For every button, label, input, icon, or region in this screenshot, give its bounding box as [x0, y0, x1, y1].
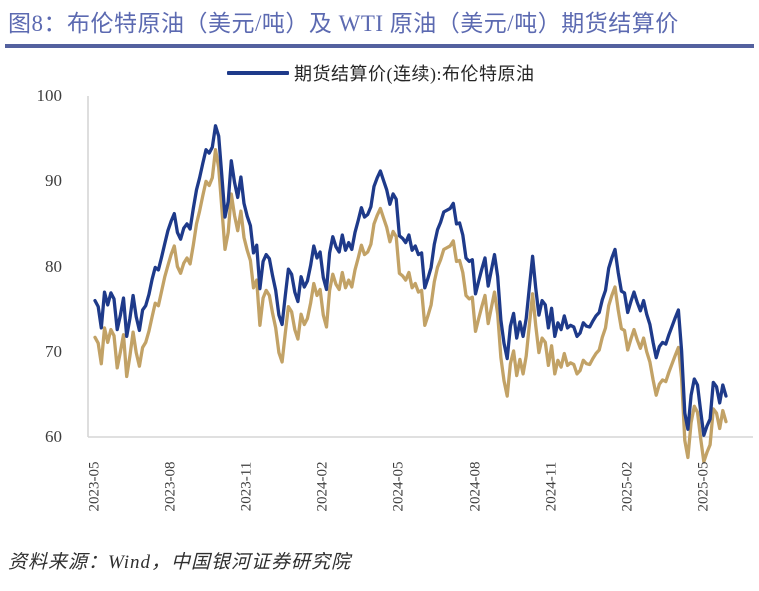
- y-axis-tick-label: 80: [45, 256, 62, 276]
- x-axis-tick-label: 2023-05: [86, 461, 103, 512]
- title-divider: [5, 44, 754, 48]
- y-axis-tick-label: 100: [36, 86, 63, 105]
- source-note: 资料来源：Wind，中国银河证券研究院: [8, 552, 352, 573]
- chart-legend: 期货结算价(连续):布伦特原油: [227, 61, 535, 85]
- y-axis-tick-label: 70: [45, 341, 62, 361]
- legend-line-swatch-icon: [227, 71, 289, 75]
- x-axis-tick-label: 2025-02: [619, 461, 636, 512]
- y-axis-tick-label: 90: [45, 171, 62, 191]
- legend-label: 期货结算价(连续):布伦特原油: [294, 64, 535, 84]
- series-line-1: [93, 124, 728, 437]
- x-axis-tick-label: 2024-08: [467, 461, 483, 512]
- x-axis-tick-label: 2024-02: [314, 461, 331, 512]
- x-axis-tick-label: 2025-05: [695, 461, 712, 512]
- x-axis-tick-label: 2023-08: [162, 461, 179, 512]
- x-axis-tick-label: 2023-11: [238, 461, 255, 512]
- y-axis-tick-label: 60: [45, 427, 62, 446]
- x-axis-tick-label: 2024-11: [543, 461, 560, 512]
- figure-title: 图8：布伦特原油（美元/吨）及 WTI 原油（美元/吨）期货结算价: [8, 11, 679, 36]
- x-axis-tick-label: 2024-05: [390, 461, 407, 512]
- series-line-0: [93, 148, 728, 464]
